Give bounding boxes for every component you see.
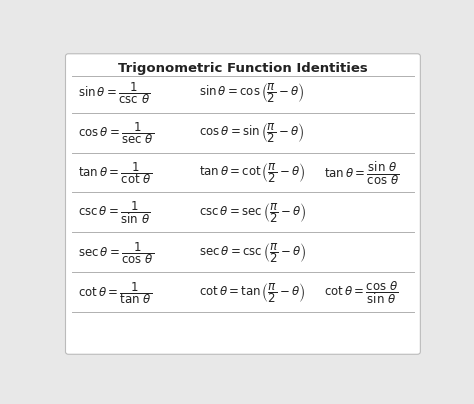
Text: $\cot\theta = \dfrac{1}{\tan\,\theta}$: $\cot\theta = \dfrac{1}{\tan\,\theta}$ bbox=[78, 280, 152, 305]
Text: $\csc\theta = \dfrac{1}{\sin\,\theta}$: $\csc\theta = \dfrac{1}{\sin\,\theta}$ bbox=[78, 200, 150, 226]
Text: $\cot\theta = \dfrac{\cos\,\theta}{\sin\,\theta}$: $\cot\theta = \dfrac{\cos\,\theta}{\sin\… bbox=[324, 279, 398, 306]
Text: $\cos\theta = \dfrac{1}{\sec\,\theta}$: $\cos\theta = \dfrac{1}{\sec\,\theta}$ bbox=[78, 120, 154, 146]
Text: Trigonometric Function Identities: Trigonometric Function Identities bbox=[118, 63, 368, 76]
Text: $\sin\theta = \cos\left(\dfrac{\pi}{2} - \theta\right)$: $\sin\theta = \cos\left(\dfrac{\pi}{2} -… bbox=[199, 82, 304, 105]
Text: $\cos\theta = \sin\left(\dfrac{\pi}{2} - \theta\right)$: $\cos\theta = \sin\left(\dfrac{\pi}{2} -… bbox=[199, 122, 304, 145]
Text: $\sin\theta = \dfrac{1}{\csc\,\theta}$: $\sin\theta = \dfrac{1}{\csc\,\theta}$ bbox=[78, 81, 150, 106]
Text: $\sec\theta = \dfrac{1}{\cos\,\theta}$: $\sec\theta = \dfrac{1}{\cos\,\theta}$ bbox=[78, 240, 154, 266]
Text: $\sec\theta = \csc\left(\dfrac{\pi}{2} - \theta\right)$: $\sec\theta = \csc\left(\dfrac{\pi}{2} -… bbox=[199, 241, 307, 265]
Text: $\tan\theta = \dfrac{\sin\,\theta}{\cos\,\theta}$: $\tan\theta = \dfrac{\sin\,\theta}{\cos\… bbox=[324, 160, 399, 187]
Text: $\csc\theta = \sec\left(\dfrac{\pi}{2} - \theta\right)$: $\csc\theta = \sec\left(\dfrac{\pi}{2} -… bbox=[199, 201, 307, 225]
Text: $\tan\theta = \cot\left(\dfrac{\pi}{2} - \theta\right)$: $\tan\theta = \cot\left(\dfrac{\pi}{2} -… bbox=[199, 161, 305, 185]
FancyBboxPatch shape bbox=[65, 54, 420, 354]
Text: $\cot\theta = \tan\left(\dfrac{\pi}{2} - \theta\right)$: $\cot\theta = \tan\left(\dfrac{\pi}{2} -… bbox=[199, 281, 305, 305]
Text: $\tan\theta = \dfrac{1}{\cot\,\theta}$: $\tan\theta = \dfrac{1}{\cot\,\theta}$ bbox=[78, 160, 152, 186]
